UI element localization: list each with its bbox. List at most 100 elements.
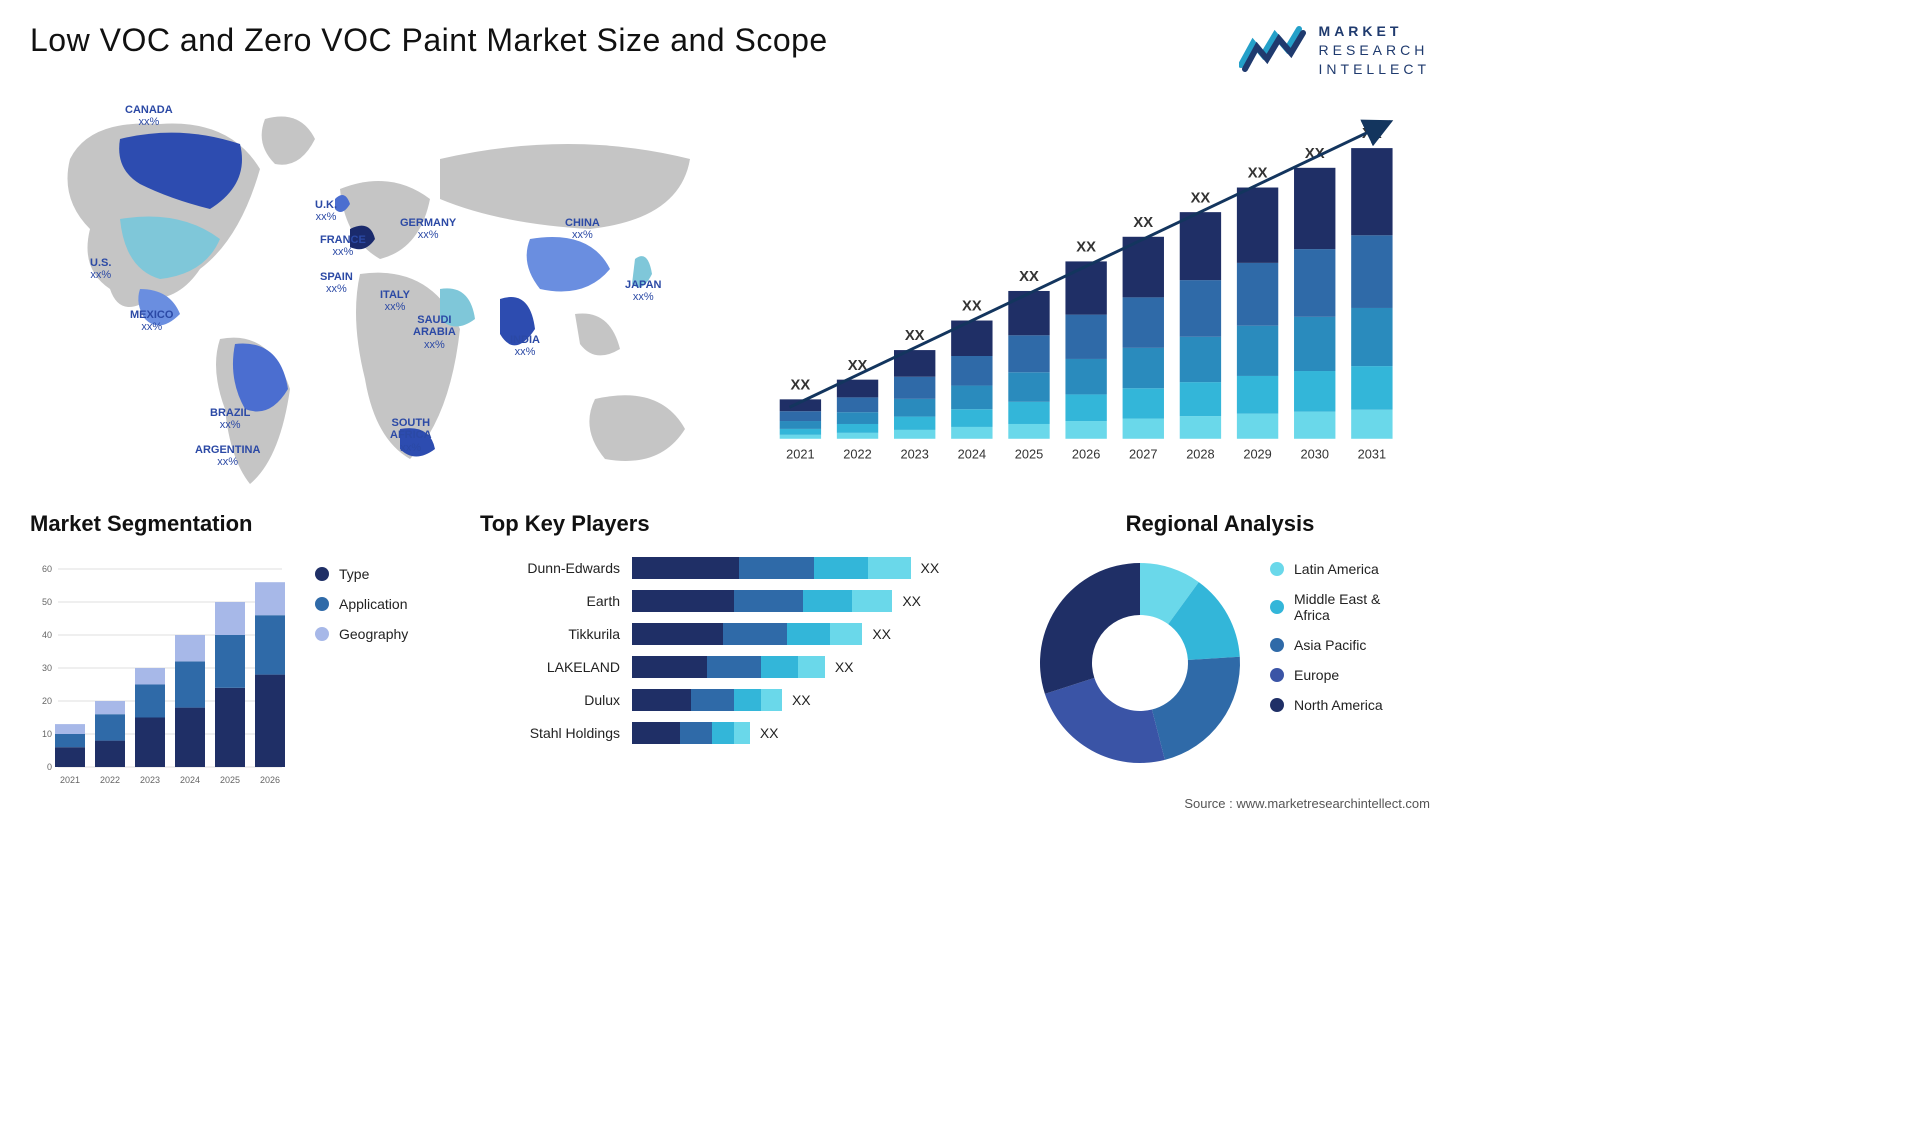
svg-text:0: 0 xyxy=(47,762,52,772)
svg-text:2023: 2023 xyxy=(900,446,928,461)
players-bar-segment xyxy=(632,722,680,744)
legend-item: Type xyxy=(315,566,408,582)
map-label: SOUTHAFRICAxx% xyxy=(390,417,432,455)
legend-item: Europe xyxy=(1270,667,1383,683)
players-bar-segment xyxy=(787,623,830,645)
players-title: Top Key Players xyxy=(480,511,990,537)
legend-swatch xyxy=(1270,600,1284,614)
svg-text:10: 10 xyxy=(42,729,52,739)
map-label: JAPANxx% xyxy=(625,279,661,304)
players-bar-segment xyxy=(761,689,782,711)
legend-swatch xyxy=(1270,562,1284,576)
players-bar-segment xyxy=(632,590,734,612)
legend-item: North America xyxy=(1270,697,1383,713)
regional-title: Regional Analysis xyxy=(1010,511,1430,537)
map-label: ARGENTINAxx% xyxy=(195,444,260,469)
legend-swatch xyxy=(1270,638,1284,652)
players-bar-segment xyxy=(723,623,787,645)
players-bar-segment xyxy=(734,689,761,711)
svg-text:30: 30 xyxy=(42,663,52,673)
svg-text:XX: XX xyxy=(1133,215,1153,231)
segmentation-chart: 0102030405060202120222023202420252026 xyxy=(30,561,290,791)
svg-text:2029: 2029 xyxy=(1243,446,1271,461)
players-bar-segment xyxy=(798,656,825,678)
legend-swatch xyxy=(315,627,329,641)
svg-text:XX: XX xyxy=(1248,165,1268,181)
svg-text:20: 20 xyxy=(42,696,52,706)
players-bar-segment xyxy=(868,557,911,579)
players-panel: Top Key Players Dunn-EdwardsXXEarthXXTik… xyxy=(480,511,990,791)
svg-text:2023: 2023 xyxy=(140,775,160,785)
svg-text:2022: 2022 xyxy=(843,446,871,461)
players-row: LAKELAND XX xyxy=(480,652,990,682)
regional-panel: Regional Analysis Latin AmericaMiddle Ea… xyxy=(1010,511,1430,791)
segmentation-title: Market Segmentation xyxy=(30,511,460,537)
players-bar-segment xyxy=(632,656,707,678)
svg-text:XX: XX xyxy=(905,328,925,344)
forecast-chart: XX2021XX2022XX2023XX2024XX2025XX2026XX20… xyxy=(760,89,1430,489)
svg-text:XX: XX xyxy=(1191,190,1211,206)
legend-swatch xyxy=(315,567,329,581)
players-row: Earth XX xyxy=(480,586,990,616)
players-bar-segment xyxy=(739,557,814,579)
svg-text:2025: 2025 xyxy=(220,775,240,785)
players-label: Stahl Holdings xyxy=(480,725,632,741)
legend-item: Application xyxy=(315,596,408,612)
regional-legend: Latin AmericaMiddle East &AfricaAsia Pac… xyxy=(1270,561,1383,727)
svg-text:50: 50 xyxy=(42,597,52,607)
players-value: XX xyxy=(792,692,811,708)
world-map: CANADAxx%U.S.xx%MEXICOxx%BRAZILxx%ARGENT… xyxy=(30,89,730,489)
map-label: SPAINxx% xyxy=(320,271,353,296)
players-bar-segment xyxy=(734,722,750,744)
players-row: Tikkurila XX xyxy=(480,619,990,649)
players-label: Earth xyxy=(480,593,632,609)
segmentation-panel: Market Segmentation 01020304050602021202… xyxy=(30,511,460,791)
players-value: XX xyxy=(872,626,891,642)
svg-text:2031: 2031 xyxy=(1358,446,1386,461)
map-label: SAUDIARABIAxx% xyxy=(413,314,456,352)
legend-swatch xyxy=(1270,668,1284,682)
map-label: CANADAxx% xyxy=(125,104,173,129)
brand-mark-icon xyxy=(1239,25,1309,75)
map-label: INDIAxx% xyxy=(510,334,540,359)
svg-text:2028: 2028 xyxy=(1186,446,1214,461)
svg-text:XX: XX xyxy=(791,377,811,393)
map-label: ITALYxx% xyxy=(380,289,410,314)
map-label: U.K.xx% xyxy=(315,199,337,224)
svg-text:40: 40 xyxy=(42,630,52,640)
legend-item: Middle East &Africa xyxy=(1270,591,1383,623)
players-value: XX xyxy=(902,593,921,609)
legend-item: Asia Pacific xyxy=(1270,637,1383,653)
players-row: DuluxXX xyxy=(480,685,990,715)
players-row: Stahl Holdings XX xyxy=(480,718,990,748)
players-bar-segment xyxy=(691,689,734,711)
players-bar-segment xyxy=(852,590,893,612)
svg-text:XX: XX xyxy=(1019,269,1039,285)
map-label: MEXICOxx% xyxy=(130,309,173,334)
svg-text:2026: 2026 xyxy=(1072,446,1100,461)
svg-text:2027: 2027 xyxy=(1129,446,1157,461)
players-bar-segment xyxy=(632,623,723,645)
players-bar-segment xyxy=(680,722,712,744)
legend-swatch xyxy=(315,597,329,611)
svg-text:2026: 2026 xyxy=(260,775,280,785)
svg-text:2021: 2021 xyxy=(60,775,80,785)
svg-text:2021: 2021 xyxy=(786,446,814,461)
players-label: LAKELAND xyxy=(480,659,632,675)
svg-text:XX: XX xyxy=(1076,239,1096,255)
regional-donut xyxy=(1030,553,1250,773)
page-title: Low VOC and Zero VOC Paint Market Size a… xyxy=(30,22,828,59)
players-bar-segment xyxy=(814,557,868,579)
players-bar-segment xyxy=(734,590,804,612)
players-label: Dunn-Edwards xyxy=(480,560,632,576)
map-label: U.S.xx% xyxy=(90,257,111,282)
players-bar-segment xyxy=(803,590,851,612)
svg-text:2024: 2024 xyxy=(180,775,200,785)
players-value: XX xyxy=(760,725,779,741)
source-credit: Source : www.marketresearchintellect.com xyxy=(1184,796,1430,811)
svg-text:2030: 2030 xyxy=(1300,446,1328,461)
players-chart: Dunn-EdwardsXXEarthXXTikkurilaXXLAKELAND… xyxy=(480,553,990,791)
players-value: XX xyxy=(835,659,854,675)
players-label: Tikkurila xyxy=(480,626,632,642)
players-bar-segment xyxy=(707,656,761,678)
